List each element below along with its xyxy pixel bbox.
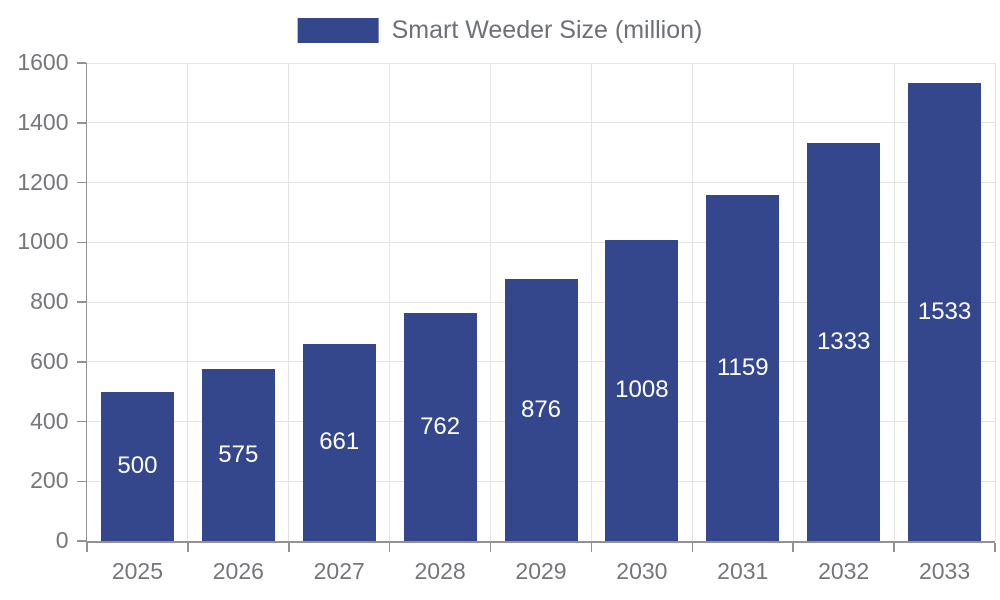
gridline-vertical bbox=[792, 63, 794, 541]
x-tick-label: 2033 bbox=[918, 558, 971, 584]
bar-value-label: 575 bbox=[218, 441, 259, 469]
x-tick-label: 2032 bbox=[818, 558, 870, 584]
x-tick-label: 2029 bbox=[515, 558, 567, 584]
x-axis-tick bbox=[388, 542, 391, 552]
x-axis-tick bbox=[994, 542, 996, 552]
legend-swatch-icon bbox=[297, 18, 379, 43]
y-axis-tick bbox=[76, 62, 86, 64]
y-tick-label: 800 bbox=[30, 288, 69, 314]
y-tick-label: 0 bbox=[55, 527, 69, 553]
bar-value-label: 661 bbox=[319, 428, 360, 456]
bar-value-label: 1333 bbox=[816, 327, 871, 355]
bar-value-label: 762 bbox=[420, 413, 461, 441]
x-axis-tick bbox=[288, 542, 290, 552]
legend-item[interactable]: Smart Weeder Size (million) bbox=[297, 16, 703, 45]
y-tick-label: 200 bbox=[30, 467, 69, 494]
y-tick-label: 1400 bbox=[17, 108, 69, 135]
x-tick-label: 2028 bbox=[414, 558, 466, 584]
y-tick-label: 1200 bbox=[17, 168, 69, 195]
x-axis-tick bbox=[86, 542, 88, 552]
x-axis-line bbox=[85, 541, 995, 543]
x-axis-tick bbox=[792, 542, 794, 552]
y-axis-tick bbox=[76, 361, 86, 363]
gridline-vertical bbox=[187, 63, 189, 541]
bar bbox=[504, 279, 578, 541]
bar-value-label: 1008 bbox=[615, 376, 669, 404]
bar-value-label: 1159 bbox=[716, 353, 769, 381]
y-axis-tick bbox=[76, 480, 86, 482]
y-tick-label: 1600 bbox=[17, 49, 69, 75]
y-axis-line bbox=[85, 63, 87, 543]
y-axis-tick bbox=[76, 420, 86, 423]
y-axis-tick bbox=[76, 122, 86, 124]
y-tick-label: 600 bbox=[30, 347, 69, 374]
gridline-horizontal bbox=[87, 182, 995, 183]
x-tick-label: 2025 bbox=[111, 558, 164, 584]
x-axis-tick bbox=[590, 542, 593, 552]
bar-value-label: 876 bbox=[520, 396, 562, 424]
x-tick-label: 2030 bbox=[616, 558, 668, 584]
bar bbox=[201, 369, 275, 541]
gridline-vertical bbox=[490, 63, 492, 541]
x-tick-label: 2027 bbox=[313, 558, 365, 584]
y-axis-tick bbox=[76, 301, 86, 303]
x-axis-tick bbox=[187, 542, 189, 552]
bar bbox=[403, 313, 477, 541]
gridline-vertical bbox=[389, 63, 391, 541]
y-axis-tick bbox=[76, 540, 86, 542]
bar bbox=[908, 83, 982, 541]
bar-value-label: 500 bbox=[117, 452, 158, 480]
bar bbox=[605, 239, 679, 541]
gridline-horizontal bbox=[87, 241, 995, 243]
x-tick-label: 2031 bbox=[717, 558, 769, 584]
x-axis-tick bbox=[691, 542, 694, 552]
bar bbox=[100, 391, 174, 541]
bar bbox=[706, 194, 780, 541]
x-tick-label: 2026 bbox=[212, 558, 264, 584]
gridline-horizontal bbox=[87, 122, 995, 124]
y-axis-tick bbox=[76, 181, 86, 184]
legend-label: Smart Weeder Size (million) bbox=[391, 16, 703, 44]
gridline-vertical bbox=[994, 63, 996, 541]
gridline-horizontal bbox=[87, 62, 995, 64]
x-axis-tick bbox=[489, 542, 492, 552]
gridline-vertical bbox=[590, 63, 592, 541]
y-tick-label: 400 bbox=[30, 407, 69, 434]
bar bbox=[807, 142, 881, 541]
gridline-vertical bbox=[893, 63, 895, 541]
gridline-vertical bbox=[288, 63, 290, 541]
x-axis-tick bbox=[893, 542, 895, 552]
bar-value-label: 1533 bbox=[917, 298, 972, 325]
y-axis-tick bbox=[76, 241, 86, 243]
y-tick-label: 1000 bbox=[17, 228, 69, 255]
gridline-vertical bbox=[691, 63, 693, 541]
bar bbox=[302, 343, 376, 541]
